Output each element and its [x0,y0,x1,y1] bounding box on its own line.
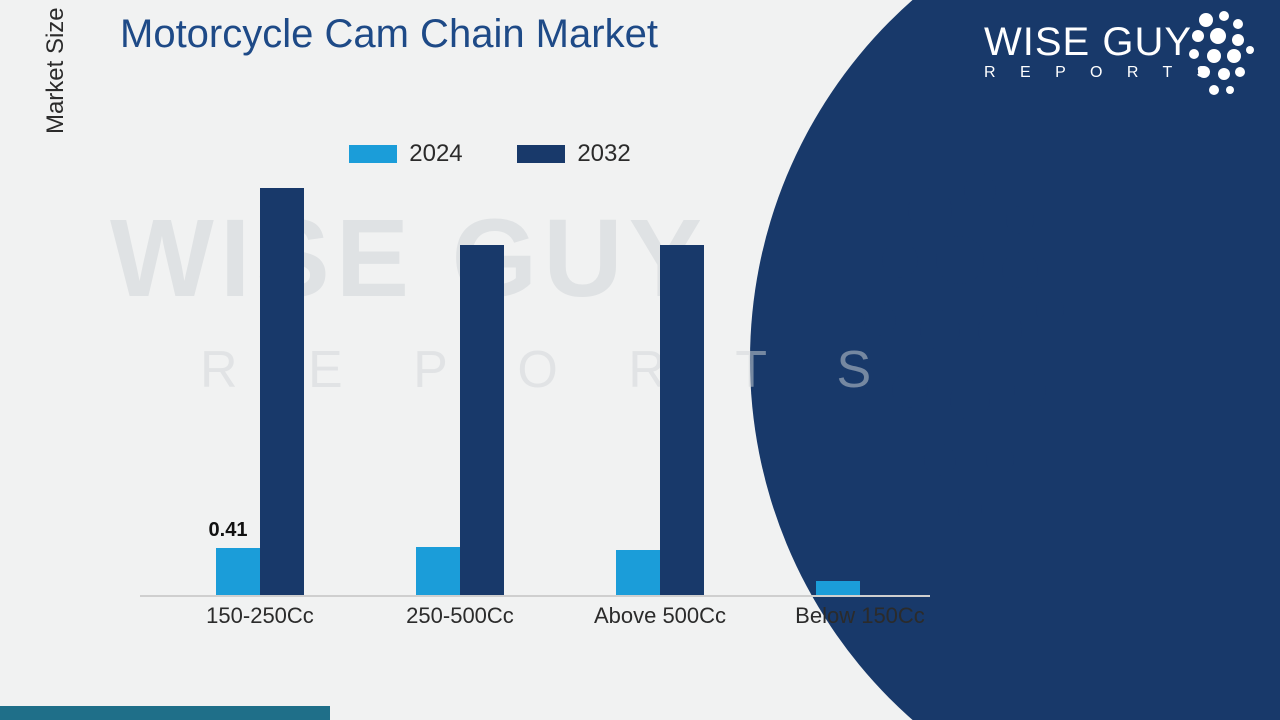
x-category-3: Below 150Cc [770,595,950,628]
legend-label-2032: 2032 [577,140,630,168]
legend: 2024 2032 [50,140,930,170]
chart-title: Motorcycle Cam Chain Market [120,12,658,57]
bar-2024-1 [416,547,460,595]
legend-swatch-2032 [517,145,565,163]
page-root: WISE GUY R E P O R T S WISE GUY R E P O … [0,0,1280,720]
x-category-1: 250-500Cc [370,595,550,628]
bar-label-2024-0: 0.41 [198,519,258,542]
bar-2032-0 [260,188,304,595]
chart-container: 2024 2032 Market Size in USD Billion 0.4… [50,140,930,665]
bar-2024-0 [216,548,260,595]
x-category-2: Above 500Cc [570,595,750,628]
bar-2032-3 [860,440,904,595]
plot-area: 0.41 150-250Cc 250-500Cc Above 500Cc Bel… [140,182,930,597]
legend-swatch-2024 [349,145,397,163]
bar-2032-2 [660,245,704,595]
legend-item-2024: 2024 [349,140,462,168]
y-axis-label: Market Size in USD Billion [42,0,70,184]
legend-item-2032: 2032 [517,140,630,168]
legend-label-2024: 2024 [409,140,462,168]
x-category-0: 150-250Cc [170,595,350,628]
brand-head-icon [1176,6,1266,106]
decor-bottom-bar [0,706,330,720]
bar-2032-1 [460,245,504,595]
bar-2024-3 [816,581,860,595]
bar-2024-2 [616,550,660,595]
